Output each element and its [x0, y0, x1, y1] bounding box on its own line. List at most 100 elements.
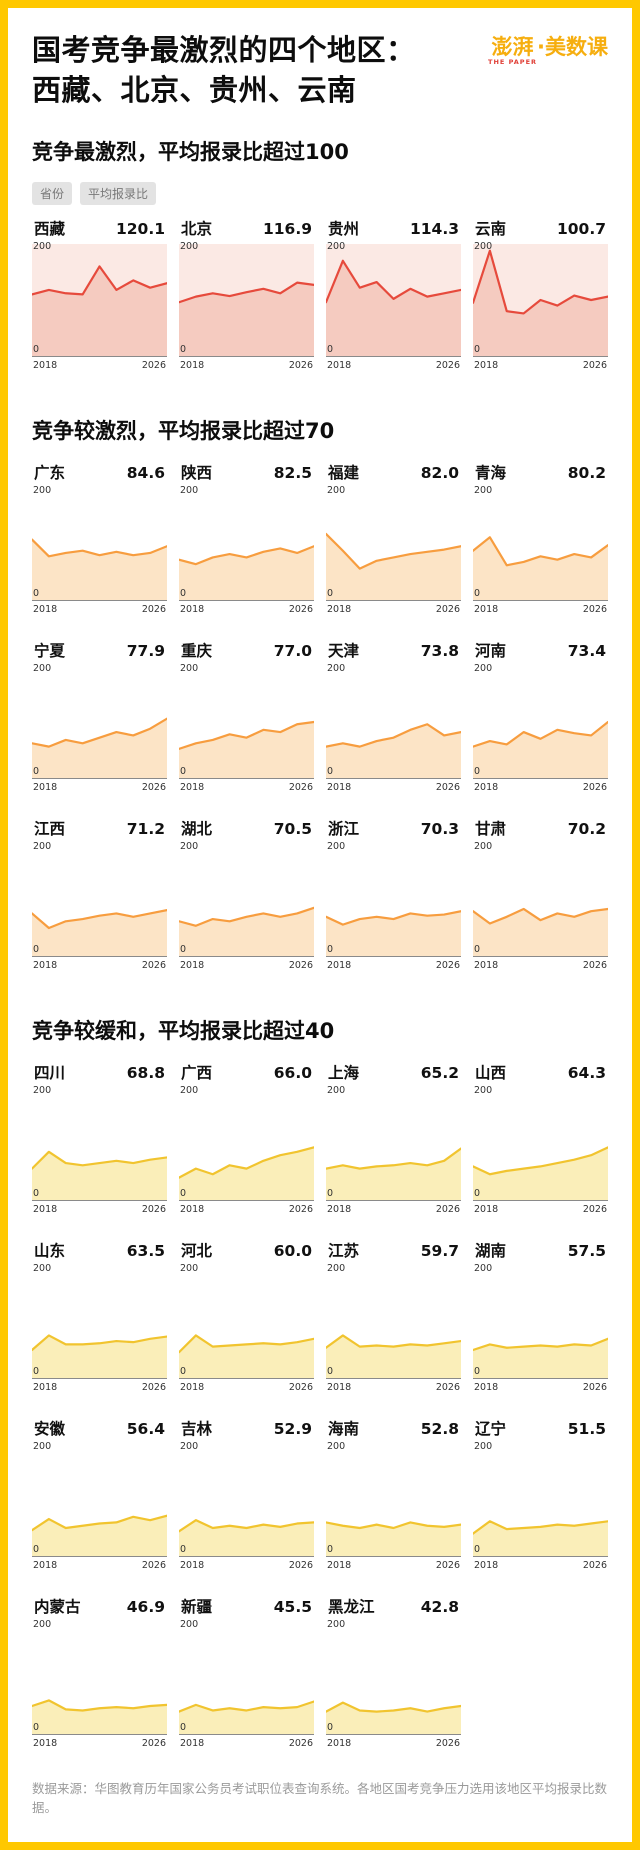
y-axis-max-label: 200 [33, 1619, 52, 1631]
y-axis-min-label: 0 [327, 1544, 334, 1556]
area-fill [473, 537, 608, 601]
y-axis-max-label: 200 [33, 663, 52, 675]
avg-ratio-value: 66.0 [273, 1064, 312, 1083]
sparkline-chart [179, 1266, 314, 1379]
trend-line [179, 908, 314, 926]
sparkline-plot: 200 0 [326, 1085, 461, 1202]
section-tier1: 竞争最激烈，平均报录比超过100 省份 平均报录比 西藏 120.1 200 0 201… [32, 136, 608, 371]
chart-panel: 西藏 120.1 200 0 2018 2026 [32, 217, 167, 371]
trend-line [179, 283, 314, 303]
sparkline-chart [326, 488, 461, 601]
sparkline-plot: 200 0 [32, 841, 167, 958]
trend-line [32, 1700, 167, 1710]
x-axis-end-label: 2026 [288, 1738, 313, 1750]
y-axis-min-label: 0 [180, 1188, 187, 1200]
chart-panel: 辽宁 51.5 200 0 2018 2026 [473, 1417, 608, 1571]
x-axis-start-label: 2018 [180, 604, 205, 616]
x-axis-labels: 2018 2026 [326, 357, 461, 371]
chart-panel-header: 江苏 59.7 [326, 1239, 461, 1266]
sparkline-plot: 200 0 [179, 841, 314, 958]
section-title-tier2: 竞争较激烈，平均报录比超过70 [32, 419, 335, 444]
province-label: 重庆 [181, 642, 213, 661]
sparkline-chart [326, 1444, 461, 1557]
avg-ratio-value: 70.2 [567, 820, 606, 839]
x-axis-end-label: 2026 [435, 360, 460, 372]
province-label: 西藏 [34, 220, 66, 239]
chart-panel: 上海 65.2 200 0 2018 2026 [326, 1061, 461, 1215]
sparkline-chart [179, 488, 314, 601]
sparkline-chart [179, 1444, 314, 1557]
sparkline-chart [473, 244, 608, 357]
x-axis-end-label: 2026 [288, 1560, 313, 1572]
y-axis-max-label: 200 [327, 1441, 346, 1453]
sparkline-plot: 200 0 [326, 663, 461, 780]
y-axis-max-label: 200 [180, 1085, 199, 1097]
area-fill [326, 533, 461, 601]
sparkline-plot: 200 0 [179, 241, 314, 358]
area-fill [473, 908, 608, 957]
area-fill [32, 1515, 167, 1557]
y-axis-max-label: 200 [180, 663, 199, 675]
header: 国考竞争最激烈的四个地区： 西藏、北京、贵州、云南 澎湃 THE PAPER ·… [32, 30, 608, 110]
trend-line [326, 1522, 461, 1528]
sparkline-chart [32, 666, 167, 779]
x-axis-labels: 2018 2026 [32, 1735, 167, 1749]
x-axis-end-label: 2026 [582, 360, 607, 372]
x-axis-labels: 2018 2026 [326, 1735, 461, 1749]
x-axis-end-label: 2026 [141, 604, 166, 616]
x-axis-labels: 2018 2026 [32, 779, 167, 793]
x-axis-start-label: 2018 [33, 1738, 58, 1750]
y-axis-max-label: 200 [33, 1441, 52, 1453]
chart-panel-header: 西藏 120.1 [32, 217, 167, 244]
sparkline-plot: 200 0 [473, 1263, 608, 1380]
y-axis-min-label: 0 [327, 1366, 334, 1378]
y-axis-max-label: 200 [474, 841, 493, 853]
chart-panel-header: 重庆 77.0 [179, 639, 314, 666]
province-label: 广西 [181, 1064, 213, 1083]
sparkline-chart [32, 1266, 167, 1379]
y-axis-min-label: 0 [180, 1722, 187, 1734]
area-fill [179, 282, 314, 357]
province-label: 辽宁 [475, 1420, 507, 1439]
trend-line [179, 1702, 314, 1712]
x-axis-labels: 2018 2026 [326, 1379, 461, 1393]
area-fill [326, 260, 461, 357]
area-fill [32, 266, 167, 357]
trend-line [473, 1147, 608, 1174]
trend-line [32, 540, 167, 557]
legend: 省份 平均报录比 [32, 182, 608, 206]
area-fill [179, 546, 314, 601]
area-fill [473, 250, 608, 357]
x-axis-end-label: 2026 [582, 782, 607, 794]
trend-line [179, 546, 314, 564]
x-axis-start-label: 2018 [33, 604, 58, 616]
chart-panel-header: 安徽 56.4 [32, 1417, 167, 1444]
x-axis-start-label: 2018 [33, 782, 58, 794]
y-axis-max-label: 200 [327, 485, 346, 497]
avg-ratio-value: 114.3 [409, 220, 459, 239]
sparkline-plot: 200 0 [32, 485, 167, 602]
x-axis-end-label: 2026 [288, 360, 313, 372]
sparkline-chart [326, 1622, 461, 1735]
y-axis-max-label: 200 [180, 1441, 199, 1453]
province-label: 内蒙古 [34, 1598, 81, 1617]
chart-panel-header: 浙江 70.3 [326, 817, 461, 844]
x-axis-labels: 2018 2026 [326, 779, 461, 793]
x-axis-labels: 2018 2026 [473, 601, 608, 615]
province-label: 安徽 [34, 1420, 66, 1439]
x-axis-end-label: 2026 [141, 1560, 166, 1572]
sparkline-chart [179, 844, 314, 957]
sparkline-plot: 200 0 [326, 1263, 461, 1380]
chart-panel-header: 天津 73.8 [326, 639, 461, 666]
x-axis-start-label: 2018 [327, 1382, 352, 1394]
y-axis-max-label: 200 [180, 841, 199, 853]
province-label: 山西 [475, 1064, 507, 1083]
chart-panel-header: 辽宁 51.5 [473, 1417, 608, 1444]
province-label: 宁夏 [34, 642, 66, 661]
logo-pengpai-text: 澎湃 [491, 35, 534, 59]
province-label: 四川 [34, 1064, 66, 1083]
y-axis-min-label: 0 [33, 1366, 40, 1378]
sparkline-chart [326, 844, 461, 957]
y-axis-min-label: 0 [33, 1544, 40, 1556]
